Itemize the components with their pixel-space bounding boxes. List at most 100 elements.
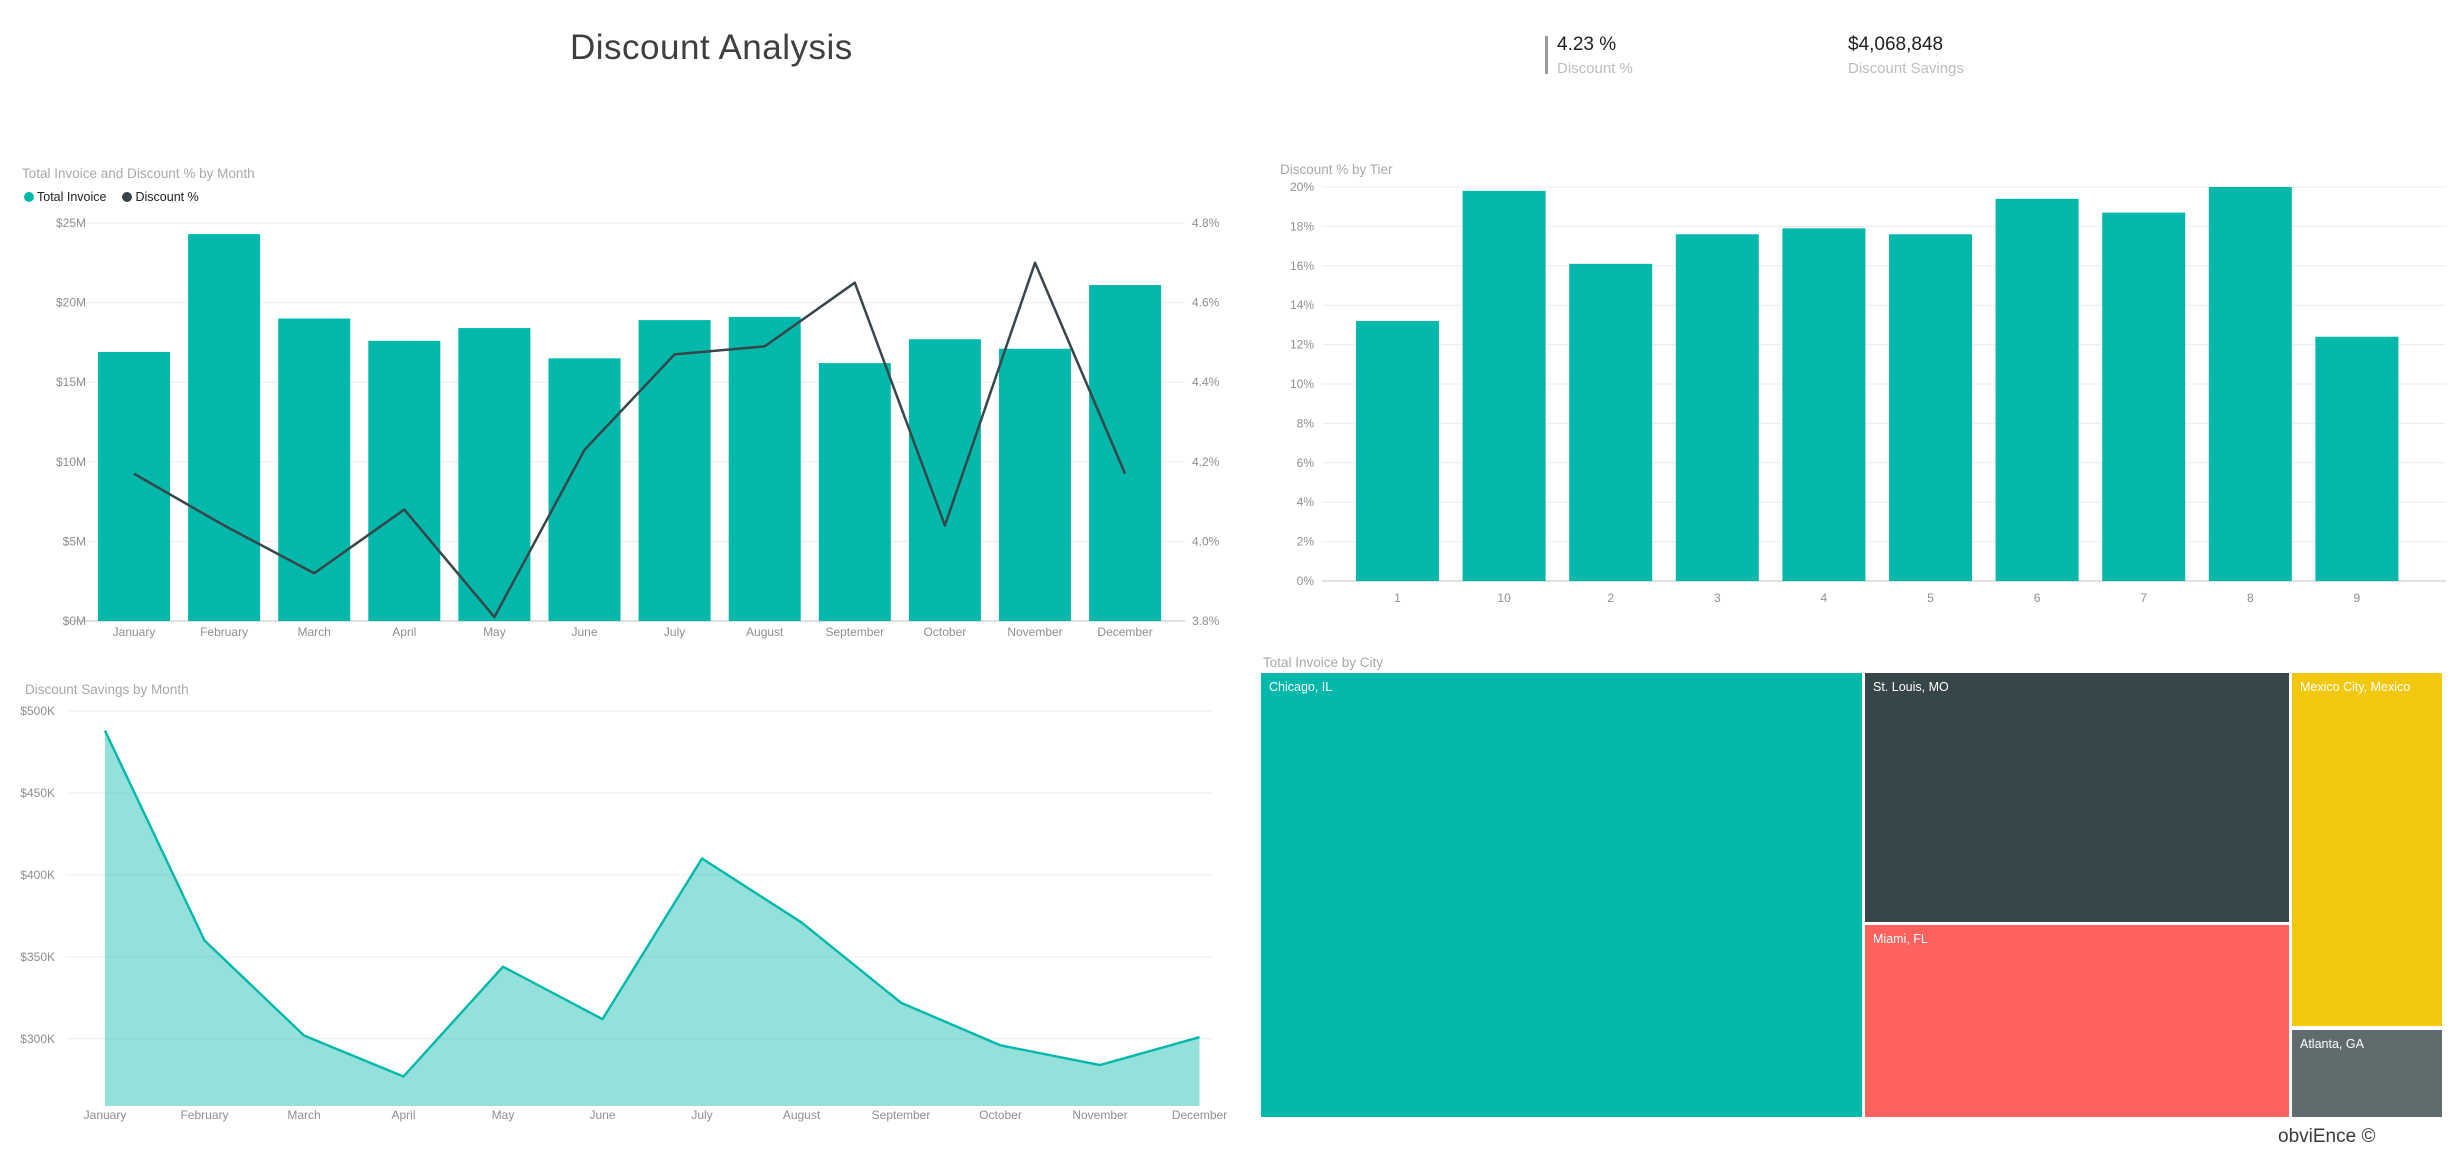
tier-label: 2	[1607, 591, 1614, 605]
savings-area-outline	[103, 730, 1200, 1078]
y-axis-label: $300K	[20, 1032, 55, 1046]
bar-september[interactable]	[818, 363, 891, 621]
bar-tier-8[interactable]	[2208, 187, 2292, 581]
bar-tier-7[interactable]	[2102, 212, 2186, 582]
bar-march[interactable]	[278, 318, 351, 621]
month-label: October	[979, 1108, 1022, 1122]
right-axis-label: 4.0%	[1192, 534, 1220, 548]
left-axis-label: $15M	[56, 375, 86, 389]
bar-april[interactable]	[368, 340, 441, 621]
y-axis-label: 0%	[1297, 574, 1315, 588]
bar-december[interactable]	[1089, 285, 1162, 621]
bar-tier-5[interactable]	[1889, 234, 1972, 581]
month-label: July	[691, 1108, 712, 1122]
legend-dot-teal-icon	[24, 192, 34, 202]
month-label: May	[492, 1108, 515, 1122]
bar-tier-6[interactable]	[1995, 198, 2079, 581]
treemap-total-invoice-by-city: Total Invoice by City Chicago, IL St. Lou…	[1261, 653, 2454, 1119]
treemap-tile-miami-fl[interactable]: Miami, FL	[1865, 925, 2289, 1117]
left-axis-label: $20M	[56, 296, 86, 310]
kpi-value: 4.23 %	[1557, 34, 1617, 55]
area-chart-discount-savings: $300K $350K $400K $450K $500K January February…	[0, 675, 1250, 1140]
y-axis-label: 6%	[1297, 456, 1315, 470]
bar-tier-9[interactable]	[2315, 336, 2399, 581]
month-label: April	[391, 1108, 415, 1122]
bar-january[interactable]	[98, 351, 170, 621]
treemap-tile-label: Mexico City, Mexico	[2300, 680, 2411, 694]
month-label: March	[298, 625, 331, 639]
chart-title: Discount % by Tier	[1280, 162, 1393, 177]
treemap-tile-mexico-city-mexico[interactable]: Mexico City, Mexico	[2292, 673, 2442, 1026]
bar-tier-4[interactable]	[1782, 228, 1866, 581]
month-label: November	[1072, 1108, 1127, 1122]
month-label: February	[180, 1108, 228, 1122]
tier-label: 6	[2034, 591, 2041, 605]
discount-percent-line[interactable]	[133, 261, 1127, 619]
bar-may[interactable]	[458, 328, 531, 621]
y-axis-label: $350K	[20, 950, 55, 964]
y-axis-label: 10%	[1290, 377, 1314, 391]
kpi-discount-percent: 4.23 % Discount %	[1545, 34, 1633, 77]
y-axis-label: 2%	[1297, 535, 1315, 549]
savings-area[interactable]	[105, 730, 1200, 1106]
bar-tier-10[interactable]	[1462, 190, 1546, 581]
month-label: August	[746, 625, 784, 639]
bar-chart-discount-by-tier: 0% 2% 4% 6% 8% 10% 12% 14% 16% 18% 20% 1 10 2 3 4 5 6 7 8 9 …	[1270, 155, 2454, 630]
month-label: January	[113, 625, 156, 639]
month-label: January	[84, 1108, 127, 1122]
chart-title: Total Invoice and Discount % by Month	[22, 166, 255, 181]
chart-title: Total Invoice by City	[1263, 655, 1384, 670]
y-axis-label: 16%	[1290, 259, 1314, 273]
y-axis-label: 4%	[1297, 495, 1315, 509]
bar-february[interactable]	[188, 234, 261, 622]
treemap-tile-atlanta-ga[interactable]: Atlanta, GA	[2292, 1030, 2442, 1117]
month-label: May	[483, 625, 506, 639]
legend-dot-dark-icon	[122, 192, 133, 202]
treemap-tile-label: Miami, FL	[1873, 932, 1928, 946]
area-plot-svg: $300K $350K $400K $450K $500K January February…	[20, 704, 1227, 1122]
month-label: November	[1007, 625, 1062, 639]
bar-tier-2[interactable]	[1569, 263, 1653, 581]
treemap-tile-label: Atlanta, GA	[2300, 1037, 2364, 1051]
legend-item-total-invoice[interactable]: Total Invoice	[24, 190, 106, 204]
bar-august[interactable]	[728, 316, 801, 621]
bar-june[interactable]	[548, 358, 621, 621]
kpi-label: Discount Savings	[1848, 60, 1964, 77]
bar-october[interactable]	[908, 339, 981, 621]
kpi-discount-savings: $4,068,848 Discount Savings	[1848, 34, 1964, 77]
month-label: April	[392, 625, 416, 639]
tier-plot-svg: 0% 2% 4% 6% 8% 10% 12% 14% 16% 18% 20% 1 10 2 3 4 5 6 7 8 9	[1290, 180, 2446, 605]
tier-label: 3	[1714, 591, 1721, 605]
tier-label: 10	[1497, 591, 1511, 605]
y-axis-label: 18%	[1290, 219, 1314, 233]
y-axis-label: $400K	[20, 868, 55, 882]
bar-tier-3[interactable]	[1675, 234, 1759, 581]
right-axis-label: 3.8%	[1192, 614, 1220, 628]
month-label: October	[924, 625, 967, 639]
bar-tier-1[interactable]	[1356, 320, 1439, 581]
tier-label: 5	[1927, 591, 1934, 605]
legend-label: Discount %	[135, 190, 199, 204]
left-axis-label: $25M	[56, 216, 86, 230]
month-label: July	[664, 625, 685, 639]
month-label: September	[825, 625, 884, 639]
treemap-tile-st-louis-mo[interactable]: St. Louis, MO	[1865, 673, 2289, 922]
tier-label: 7	[2140, 591, 2147, 605]
right-axis-label: 4.4%	[1192, 375, 1220, 389]
treemap-tile-chicago-il[interactable]: Chicago, IL	[1261, 673, 1862, 1117]
y-axis-label: $500K	[20, 704, 55, 718]
month-label: February	[200, 625, 248, 639]
left-axis-label: $10M	[56, 455, 86, 469]
month-label: December	[1097, 625, 1152, 639]
month-label: August	[783, 1108, 821, 1122]
month-label: March	[287, 1108, 320, 1122]
legend-item-discount-percent[interactable]: Discount %	[122, 190, 199, 204]
tier-label: 9	[2354, 591, 2361, 605]
chart-title: Discount Savings by Month	[25, 682, 189, 697]
month-label: June	[571, 625, 597, 639]
legend: Total Invoice Discount %	[24, 190, 199, 204]
bar-november[interactable]	[999, 348, 1071, 621]
bar-july[interactable]	[638, 320, 711, 621]
kpi-value: $4,068,848	[1848, 34, 1944, 55]
